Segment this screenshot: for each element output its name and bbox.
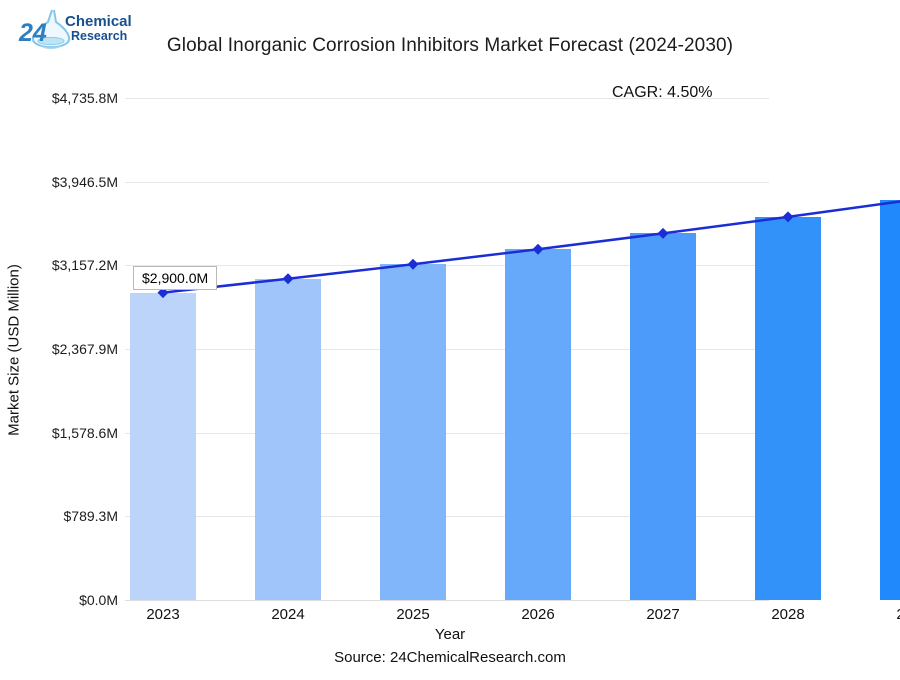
bar-2023[interactable] bbox=[130, 292, 196, 600]
x-axis-title: Year bbox=[434, 626, 466, 643]
x-tick-label-2023: 2023 bbox=[146, 606, 180, 623]
flask-icon bbox=[32, 9, 71, 49]
y-tick-label: $789.3M bbox=[63, 508, 118, 524]
y-tick-label: $3,157.2M bbox=[51, 257, 118, 273]
x-axis-line bbox=[125, 600, 769, 601]
x-tick-label-2027: 2027 bbox=[646, 606, 680, 623]
bar-2025[interactable] bbox=[380, 264, 446, 600]
y-tick-label: $0.0M bbox=[79, 592, 118, 608]
logo-research: Research bbox=[71, 29, 127, 43]
y-tick-label: $4,735.8M bbox=[51, 90, 118, 106]
chart-title: Global Inorganic Corrosion Inhibitors Ma… bbox=[166, 35, 734, 56]
x-tick-label-2028: 2028 bbox=[771, 606, 805, 623]
gridline bbox=[125, 516, 769, 517]
y-tick-label: $1,578.6M bbox=[51, 425, 118, 441]
y-tick-label: $3,946.5M bbox=[51, 174, 118, 190]
gridline bbox=[125, 433, 769, 434]
bar-2027[interactable] bbox=[630, 233, 696, 600]
gridline bbox=[125, 182, 769, 183]
x-tick-label-2025: 2025 bbox=[396, 606, 430, 623]
logo-number: 24 bbox=[18, 19, 47, 47]
value-tooltip: $2,900.0M bbox=[133, 266, 218, 290]
gridline bbox=[125, 98, 769, 99]
logo-chemical: Chemical bbox=[65, 13, 132, 30]
bar-2026[interactable] bbox=[505, 249, 571, 600]
bar-2024[interactable] bbox=[255, 278, 321, 600]
cagr-label: CAGR: 4.50% bbox=[612, 84, 713, 101]
company-logo: 24 Chemical Research bbox=[18, 9, 132, 49]
y-tick-label: $2,367.9M bbox=[51, 341, 118, 357]
bar-2029[interactable] bbox=[880, 199, 900, 600]
x-tick-label-2024: 2024 bbox=[271, 606, 305, 623]
bar-2028[interactable] bbox=[755, 216, 821, 600]
x-tick-label-2029: 2029 bbox=[873, 606, 900, 623]
x-tick-label-2026: 2026 bbox=[521, 606, 555, 623]
source-text: Source: 24ChemicalResearch.com bbox=[334, 649, 566, 666]
gridline bbox=[125, 349, 769, 350]
